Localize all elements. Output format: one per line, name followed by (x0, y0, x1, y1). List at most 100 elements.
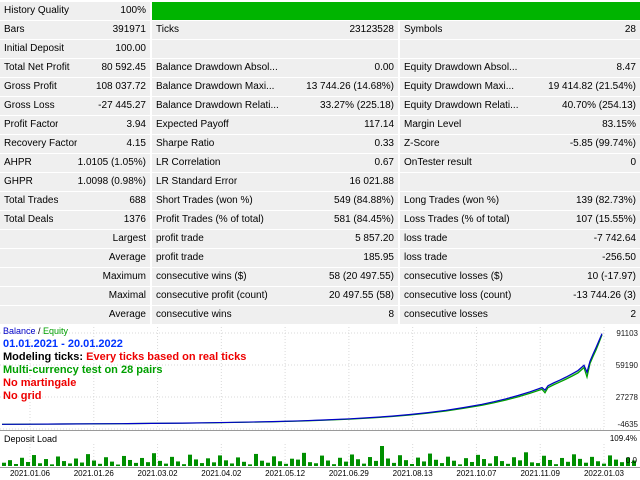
deposit-load-bar (560, 457, 564, 466)
deposit-load-bar (440, 463, 444, 466)
date-axis-label: 2021.03.02 (137, 469, 178, 478)
y-axis-label: -4635 (617, 420, 638, 429)
deposit-load-bar (578, 458, 582, 466)
stat-value: Maximum (102, 271, 146, 282)
deposit-load-bar (512, 457, 516, 466)
stat-label: consecutive profit (count) (156, 290, 268, 301)
chart-annotation: Modeling ticks: Every ticks based on rea… (3, 351, 246, 364)
y-axis-label: 91103 (616, 329, 638, 338)
deposit-load-max-label: 109.4% (609, 434, 637, 443)
deposit-load-bar (32, 455, 36, 466)
stats-cell: consecutive wins 8 (152, 306, 398, 324)
stat-label: loss trade (404, 233, 448, 244)
chart-annotation: No martingale (3, 377, 246, 390)
deposit-load-bar (104, 457, 108, 466)
stat-value: 1.0098 (0.98%) (77, 176, 146, 187)
stats-cell: Equity Drawdown Absol... 8.47 (400, 59, 640, 77)
stats-row: Profit Factor 3.94 Expected Payoff 117.14 Ma… (0, 116, 640, 134)
deposit-load-bar (86, 454, 90, 466)
stat-label: Total Net Profit (4, 62, 70, 73)
annotation-text: 01.01.2021 - 20.01.2022 (3, 338, 123, 350)
stats-cell: Balance Drawdown Relati... 33.27% (225.18… (152, 97, 398, 115)
deposit-load-bar (92, 460, 96, 466)
stats-cell: loss trade -256.50 (400, 249, 640, 267)
deposit-load-bar (398, 455, 402, 466)
deposit-load-bar (14, 463, 18, 466)
chart-annotation: 01.01.2021 - 20.01.2022 (3, 338, 246, 351)
stats-row: Initial Deposit 100.00 (0, 40, 640, 58)
stat-label: Ticks (156, 24, 179, 35)
deposit-load-bar (416, 457, 420, 466)
deposit-load-bar (596, 461, 600, 466)
annotation-text: No martingale (3, 377, 77, 389)
deposit-load-bar (182, 464, 186, 466)
stat-label: loss trade (404, 252, 448, 263)
deposit-load-bar (2, 462, 6, 466)
deposit-load-bar (194, 459, 198, 466)
stat-value: 4.15 (126, 138, 146, 149)
stat-label: Profit Trades (% of total) (156, 214, 264, 225)
deposit-load-bar (20, 457, 24, 466)
stat-value: 5 857.20 (355, 233, 394, 244)
stat-label: Sharpe Ratio (156, 138, 215, 149)
stat-value: 549 (84.88%) (333, 195, 394, 206)
stats-cell: Total Trades 688 (0, 192, 150, 210)
stats-cell: Balance Drawdown Maxi... 13 744.26 (14.68… (152, 78, 398, 96)
deposit-load-bar (302, 452, 306, 466)
stat-value: 8 (388, 309, 394, 320)
stats-row: Total Deals 1376 Profit Trades (% of total… (0, 211, 640, 229)
balance-equity-chart[interactable]: Balance / Equity 01.01.2021 - 20.01.2022… (0, 325, 640, 431)
deposit-load-bar (164, 463, 168, 466)
stats-cell: Equity Drawdown Relati... 40.70% (254.13) (400, 97, 640, 115)
stats-cell: loss trade -7 742.64 (400, 230, 640, 248)
deposit-load-bar (446, 456, 450, 466)
history-quality-bar-fill (152, 2, 640, 20)
deposit-load-title: Deposit Load (4, 434, 58, 444)
deposit-load-bar (464, 458, 468, 466)
stat-value: 2 (630, 309, 636, 320)
date-axis-label: 2021.06.29 (328, 469, 369, 478)
stat-label: Total Trades (4, 195, 59, 206)
date-axis-label: 2021.11.09 (520, 469, 560, 478)
annotation-text: No grid (3, 390, 42, 402)
date-axis-label: 2021.01.26 (73, 469, 114, 478)
deposit-load-bar (230, 463, 234, 466)
date-axis-label: 2021.08.13 (392, 469, 433, 478)
stats-row: Average profit trade 185.95 loss trade -256.… (0, 249, 640, 267)
stats-cell: Equity Drawdown Maxi... 19 414.82 (21.54%… (400, 78, 640, 96)
deposit-load-bar (254, 453, 258, 466)
stats-cell: consecutive losses ($) 10 (-17.97) (400, 268, 640, 286)
deposit-load-bar (272, 456, 276, 466)
deposit-load-bar (374, 460, 378, 466)
deposit-load-bar (308, 462, 312, 466)
deposit-load-bar (602, 463, 606, 466)
deposit-load-bar (146, 462, 150, 466)
stats-cell: History Quality 100% (0, 2, 150, 20)
stats-cell: Average (0, 249, 150, 267)
deposit-load-bar (176, 461, 180, 466)
stats-cell: Maximum (0, 268, 150, 286)
stat-label: consecutive loss (count) (404, 290, 512, 301)
stat-label: Short Trades (won %) (156, 195, 253, 206)
stat-label: AHPR (4, 157, 32, 168)
date-axis-label: 2021.01.06 (9, 469, 51, 478)
deposit-load-bar (224, 460, 228, 466)
deposit-load-bar (260, 460, 264, 466)
stats-cell: profit trade 5 857.20 (152, 230, 398, 248)
deposit-load-bar (452, 460, 456, 466)
deposit-load-bar (278, 461, 282, 466)
deposit-load-bar (200, 463, 204, 466)
stat-value: 100% (120, 5, 146, 16)
stat-label: consecutive wins (156, 309, 232, 320)
stat-label: Z-Score (404, 138, 440, 149)
deposit-load-bar (542, 455, 546, 466)
stat-label: LR Standard Error (156, 176, 238, 187)
stats-cell: OnTester result 0 (400, 154, 640, 172)
deposit-load-bar (434, 459, 438, 466)
deposit-load-bar (242, 461, 246, 466)
deposit-load-bar (8, 460, 12, 466)
stat-label: consecutive wins ($) (156, 271, 247, 282)
stat-label: Symbols (404, 24, 443, 35)
stat-label: Bars (4, 24, 25, 35)
stats-cell: Ticks 23123528 (152, 21, 398, 39)
